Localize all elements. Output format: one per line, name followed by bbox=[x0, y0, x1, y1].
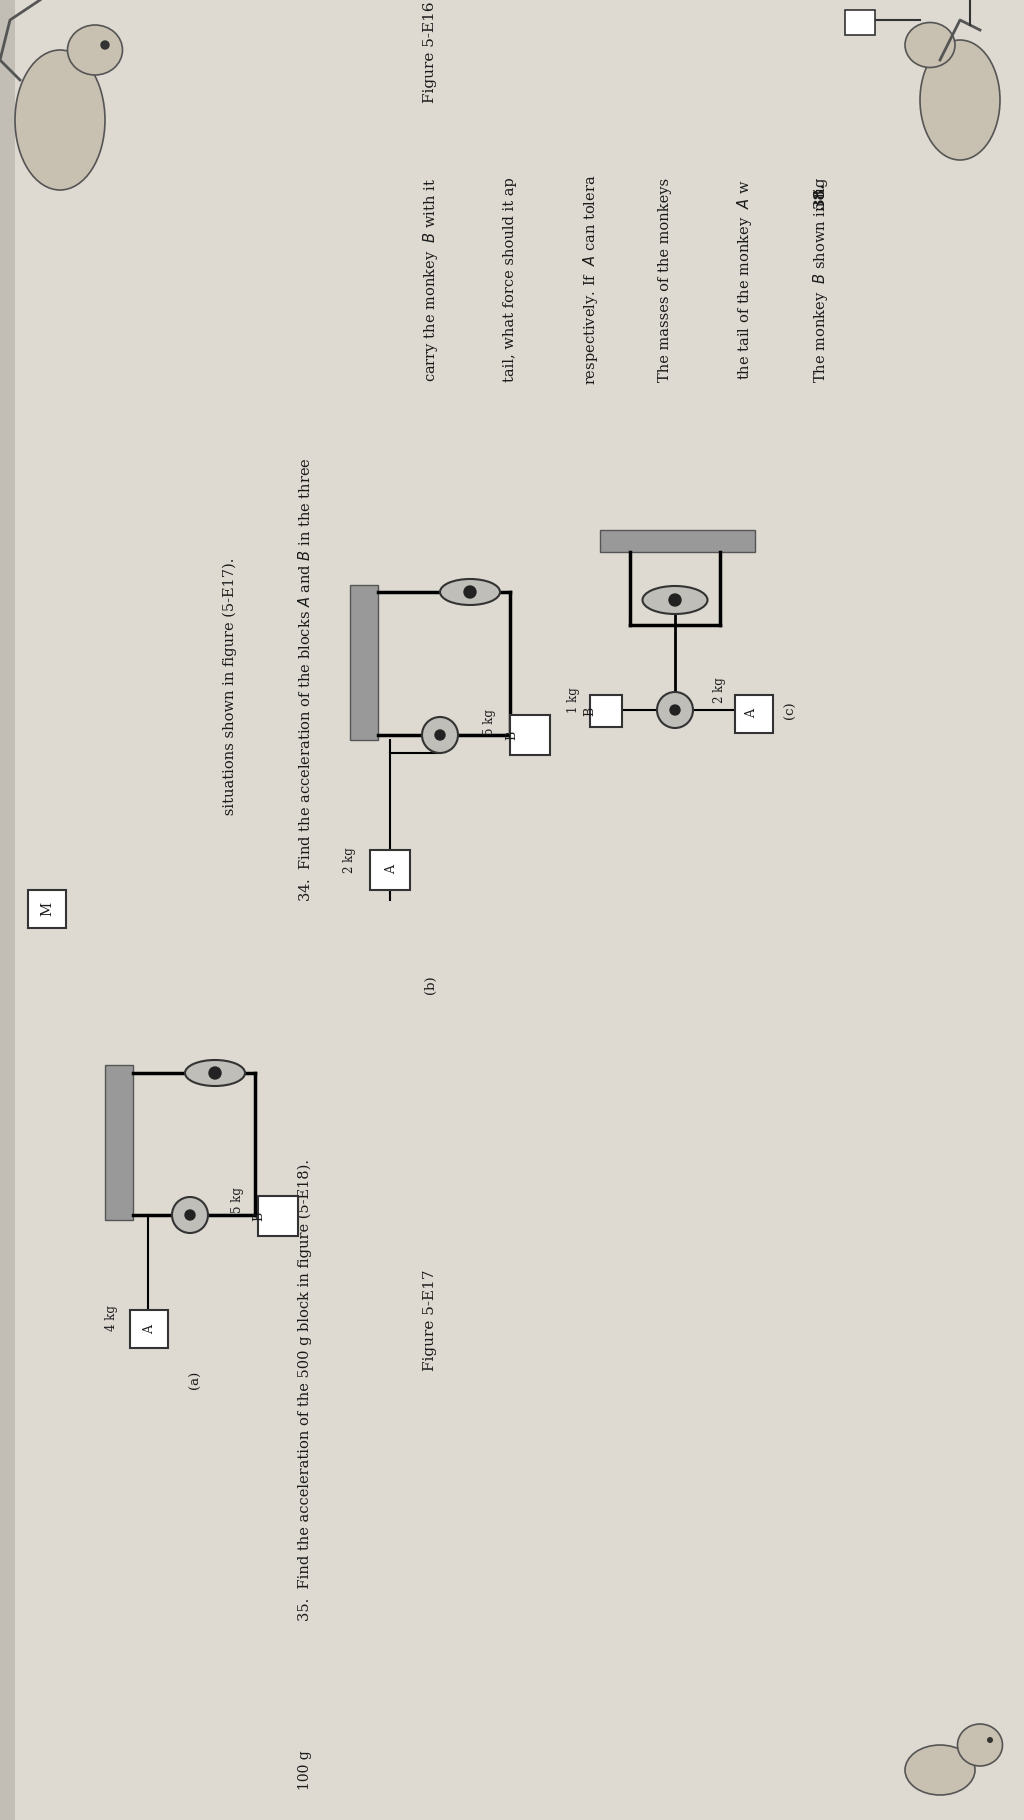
Circle shape bbox=[464, 586, 476, 599]
Text: 2 kg: 2 kg bbox=[713, 677, 725, 703]
Text: Figure 5-E16: Figure 5-E16 bbox=[423, 2, 437, 102]
Text: 1 kg: 1 kg bbox=[567, 688, 581, 713]
Bar bbox=[258, 1196, 298, 1236]
Bar bbox=[105, 1065, 133, 1219]
Text: 35.  Find the acceleration of the 500 g block in figure (5-E18).: 35. Find the acceleration of the 500 g b… bbox=[298, 1159, 312, 1622]
Circle shape bbox=[987, 1736, 993, 1744]
Ellipse shape bbox=[185, 1059, 245, 1087]
Ellipse shape bbox=[68, 25, 123, 75]
Circle shape bbox=[209, 1067, 221, 1079]
Circle shape bbox=[670, 704, 680, 715]
Text: M: M bbox=[40, 903, 54, 915]
Text: the tail of the monkey  $A$ w: the tail of the monkey $A$ w bbox=[735, 180, 755, 380]
Text: The masses of the monkeys: The masses of the monkeys bbox=[658, 178, 672, 382]
Bar bbox=[510, 715, 550, 755]
Text: respectively. If  $A$ can tolera: respectively. If $A$ can tolera bbox=[581, 175, 599, 386]
Text: A: A bbox=[745, 710, 759, 719]
Text: B: B bbox=[584, 706, 597, 715]
Bar bbox=[28, 890, 66, 928]
Circle shape bbox=[669, 593, 681, 606]
Circle shape bbox=[101, 42, 109, 49]
Text: 4 kg: 4 kg bbox=[105, 1305, 119, 1330]
Circle shape bbox=[435, 730, 445, 741]
Text: The monkey  $B$ shown in fig: The monkey $B$ shown in fig bbox=[811, 177, 829, 384]
Ellipse shape bbox=[957, 1724, 1002, 1765]
Circle shape bbox=[172, 1198, 208, 1232]
Bar bbox=[600, 530, 755, 551]
Ellipse shape bbox=[905, 22, 955, 67]
Bar bbox=[0, 0, 15, 1820]
Circle shape bbox=[657, 692, 693, 728]
Text: 5 kg: 5 kg bbox=[483, 710, 497, 735]
Bar bbox=[735, 695, 773, 733]
Bar bbox=[590, 695, 622, 726]
Bar bbox=[370, 850, 410, 890]
Text: A: A bbox=[385, 866, 398, 874]
Text: B: B bbox=[253, 1212, 265, 1221]
Text: (c): (c) bbox=[783, 701, 797, 719]
Ellipse shape bbox=[920, 40, 1000, 160]
Circle shape bbox=[422, 717, 458, 753]
Text: (b): (b) bbox=[424, 976, 436, 994]
Text: 5 kg: 5 kg bbox=[230, 1187, 244, 1212]
Text: B: B bbox=[506, 730, 518, 739]
Ellipse shape bbox=[642, 586, 708, 613]
Ellipse shape bbox=[905, 1745, 975, 1795]
Text: tail, what force should it ap: tail, what force should it ap bbox=[503, 178, 517, 382]
Ellipse shape bbox=[440, 579, 500, 604]
Text: (a): (a) bbox=[188, 1370, 202, 1389]
Text: Figure 5-E17: Figure 5-E17 bbox=[423, 1269, 437, 1370]
Text: situations shown in figure (5-E17).: situations shown in figure (5-E17). bbox=[223, 557, 238, 843]
Text: 100 g: 100 g bbox=[298, 1751, 312, 1789]
Bar bbox=[130, 1310, 168, 1349]
Text: carry the monkey  $B$ with it: carry the monkey $B$ with it bbox=[421, 178, 439, 382]
Bar bbox=[350, 584, 378, 741]
Text: 34.  Find the acceleration of the blocks $A$ and $B$ in the three: 34. Find the acceleration of the blocks … bbox=[297, 457, 313, 903]
Ellipse shape bbox=[15, 49, 105, 189]
Text: 38.: 38. bbox=[813, 182, 827, 207]
Text: 2 kg: 2 kg bbox=[343, 846, 356, 874]
Text: A: A bbox=[143, 1325, 157, 1334]
Bar bbox=[845, 9, 874, 35]
Circle shape bbox=[185, 1210, 195, 1219]
